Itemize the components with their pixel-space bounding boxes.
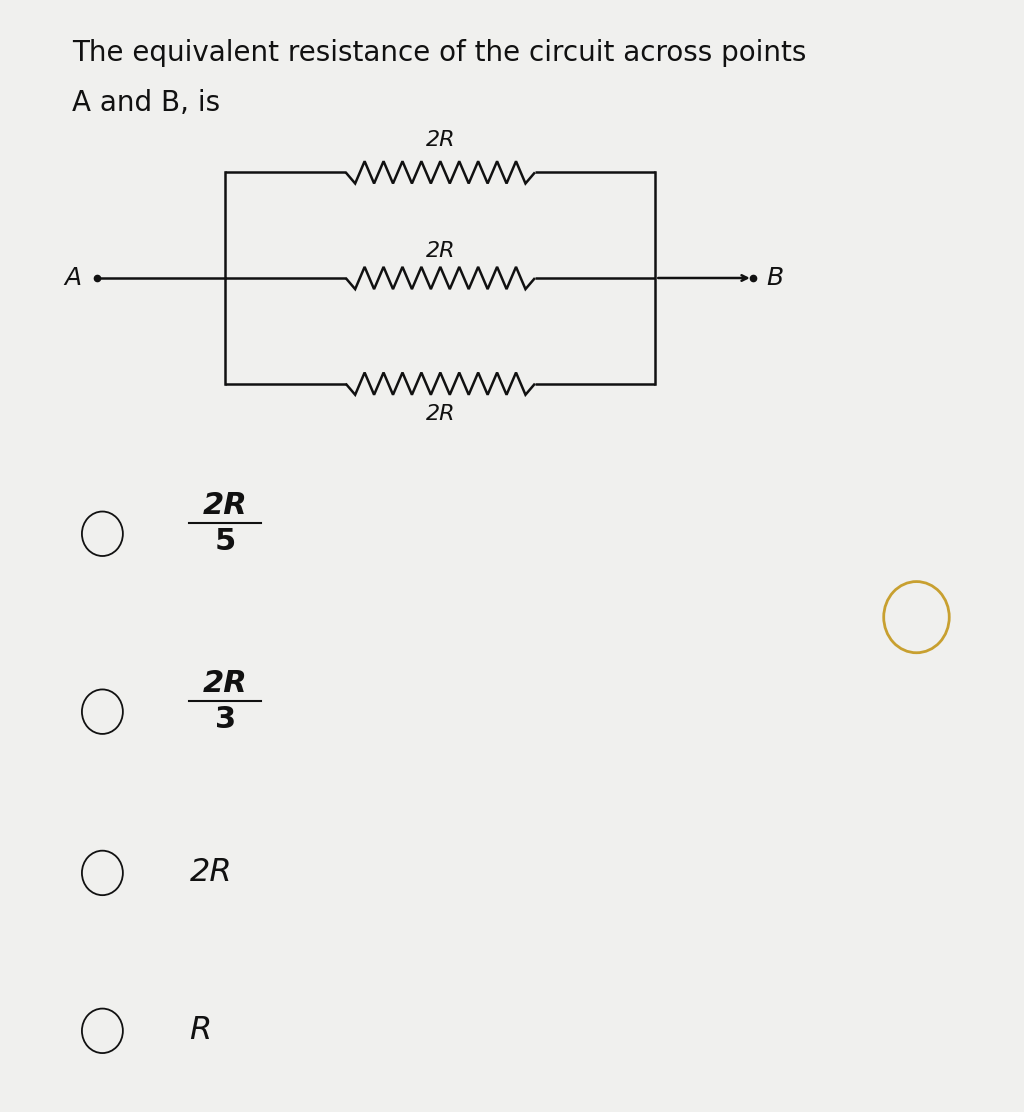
Text: The equivalent resistance of the circuit across points: The equivalent resistance of the circuit… xyxy=(72,39,806,67)
Text: 3: 3 xyxy=(215,705,236,734)
Text: 2R: 2R xyxy=(203,669,248,698)
Text: 2R: 2R xyxy=(203,492,248,520)
Text: A: A xyxy=(65,266,82,290)
Text: 5: 5 xyxy=(215,527,236,556)
Text: 2R: 2R xyxy=(189,857,232,888)
Text: A and B, is: A and B, is xyxy=(72,89,220,117)
Text: B: B xyxy=(766,266,783,290)
Text: R: R xyxy=(189,1015,212,1046)
Text: 2R: 2R xyxy=(426,404,455,424)
Text: 2R: 2R xyxy=(426,241,455,261)
Text: 2R: 2R xyxy=(426,130,455,150)
